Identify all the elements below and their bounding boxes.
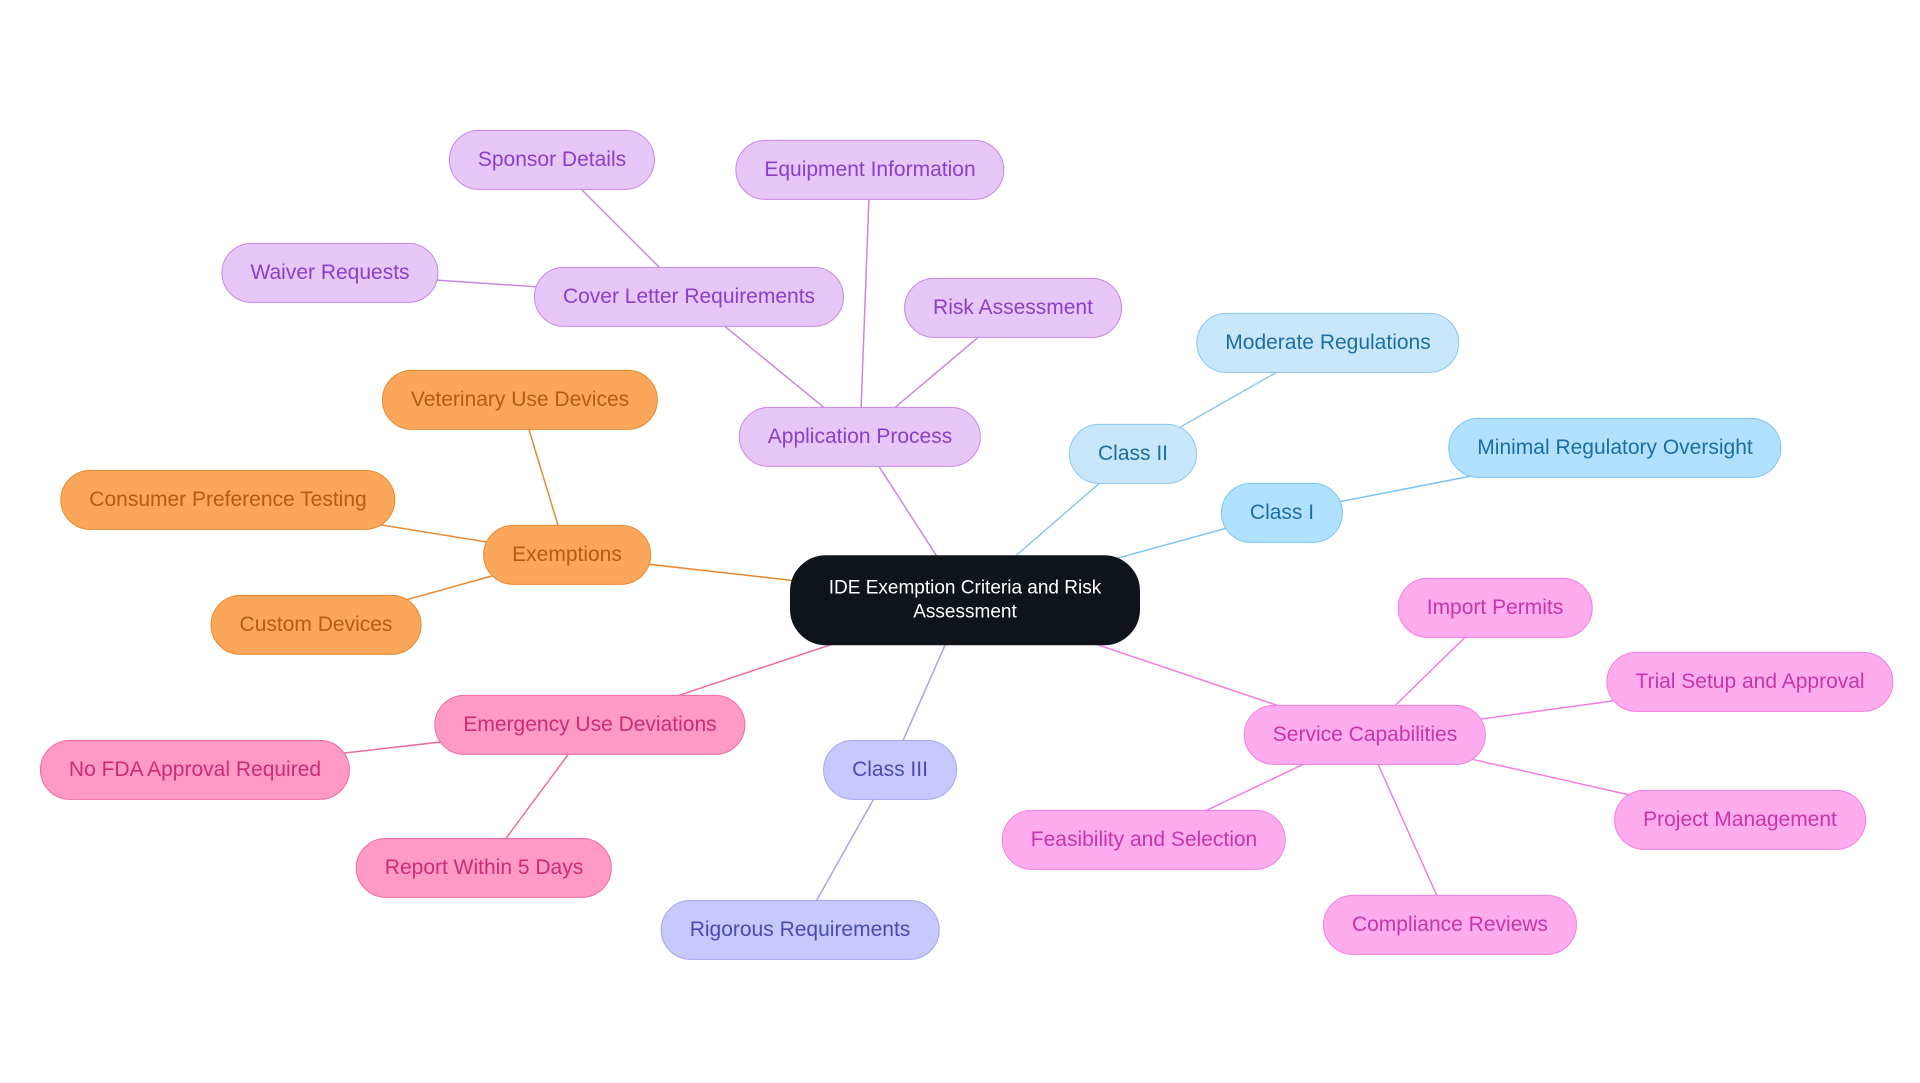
mindmap-diagram: IDE Exemption Criteria and Risk Assessme… <box>0 0 1920 1083</box>
center-node: IDE Exemption Criteria and Risk Assessme… <box>790 555 1140 645</box>
node-custom: Custom Devices <box>211 595 422 655</box>
node-no-fda: No FDA Approval Required <box>40 740 350 800</box>
node-consumer: Consumer Preference Testing <box>60 470 395 530</box>
node-class1: Class I <box>1221 483 1343 543</box>
node-sponsor: Sponsor Details <box>449 130 655 190</box>
node-import: Import Permits <box>1398 578 1593 638</box>
node-compliance: Compliance Reviews <box>1323 895 1577 955</box>
node-class2: Class II <box>1069 424 1197 484</box>
node-class3: Class III <box>823 740 957 800</box>
node-emergency: Emergency Use Deviations <box>434 695 745 755</box>
node-trial: Trial Setup and Approval <box>1606 652 1893 712</box>
node-service: Service Capabilities <box>1244 705 1486 765</box>
node-exemptions: Exemptions <box>483 525 651 585</box>
node-rigorous: Rigorous Requirements <box>661 900 940 960</box>
node-minimal: Minimal Regulatory Oversight <box>1448 418 1781 478</box>
node-cover-letter: Cover Letter Requirements <box>534 267 844 327</box>
node-risk-assess: Risk Assessment <box>904 278 1122 338</box>
node-project: Project Management <box>1614 790 1866 850</box>
node-equipment: Equipment Information <box>735 140 1004 200</box>
node-vet: Veterinary Use Devices <box>382 370 658 430</box>
node-feasibility: Feasibility and Selection <box>1002 810 1286 870</box>
node-app-process: Application Process <box>739 407 981 467</box>
node-waiver: Waiver Requests <box>221 243 438 303</box>
node-report5: Report Within 5 Days <box>356 838 612 898</box>
node-moderate: Moderate Regulations <box>1196 313 1459 373</box>
